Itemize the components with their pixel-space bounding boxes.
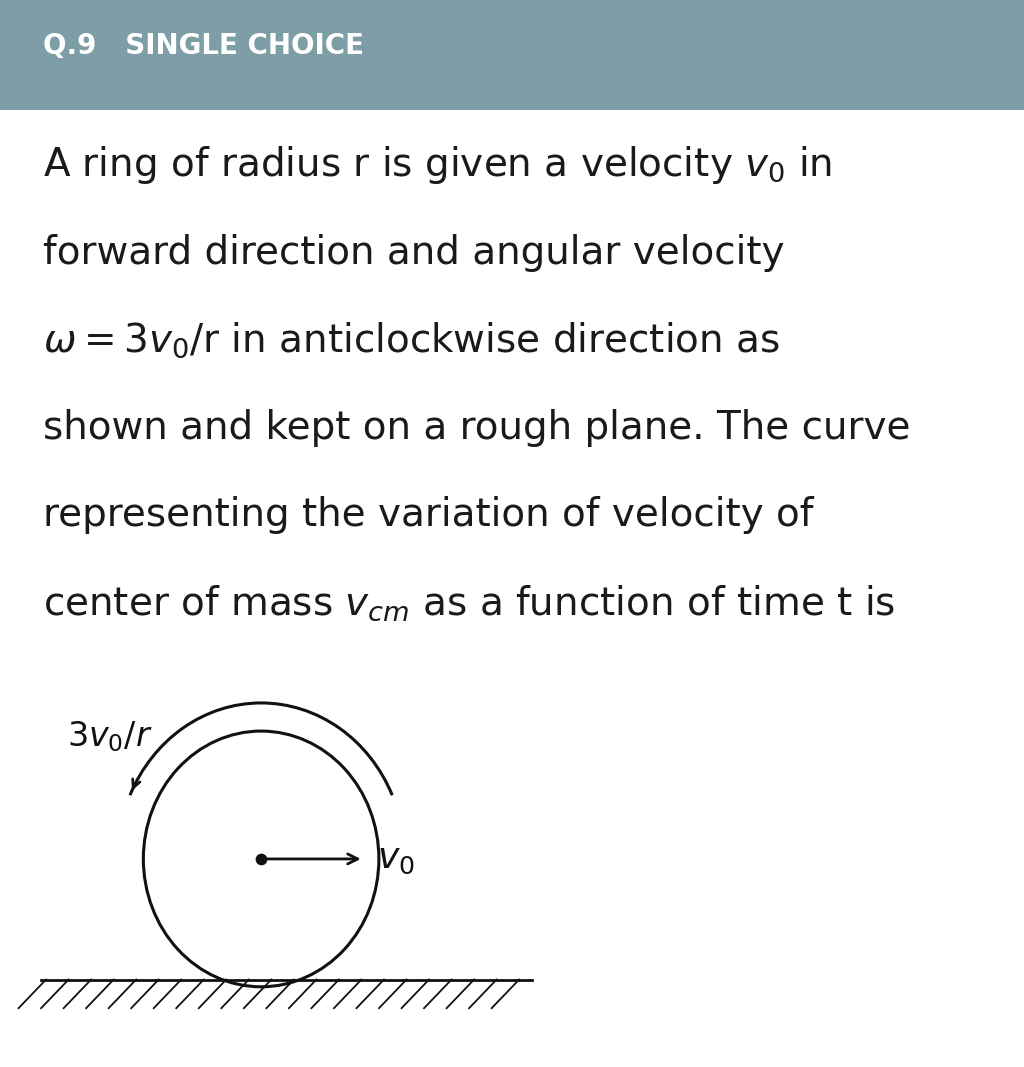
Text: Q.9   SINGLE CHOICE: Q.9 SINGLE CHOICE [43, 32, 364, 60]
Text: representing the variation of velocity of: representing the variation of velocity o… [43, 496, 813, 535]
Text: $v_0$: $v_0$ [377, 842, 415, 876]
Point [253, 850, 269, 867]
Text: shown and kept on a rough plane. The curve: shown and kept on a rough plane. The cur… [43, 409, 910, 447]
Text: $\omega = 3v_0$/r in anticlockwise direction as: $\omega = 3v_0$/r in anticlockwise direc… [43, 320, 780, 361]
Text: forward direction and angular velocity: forward direction and angular velocity [43, 234, 784, 272]
Text: A ring of radius r is given a velocity $v_0$ in: A ring of radius r is given a velocity $… [43, 144, 833, 187]
Bar [0, 0, 1024, 110]
Text: center of mass $v_{cm}$ as a function of time t is: center of mass $v_{cm}$ as a function of… [43, 583, 895, 623]
Text: $3v_0/r$: $3v_0/r$ [67, 719, 152, 753]
